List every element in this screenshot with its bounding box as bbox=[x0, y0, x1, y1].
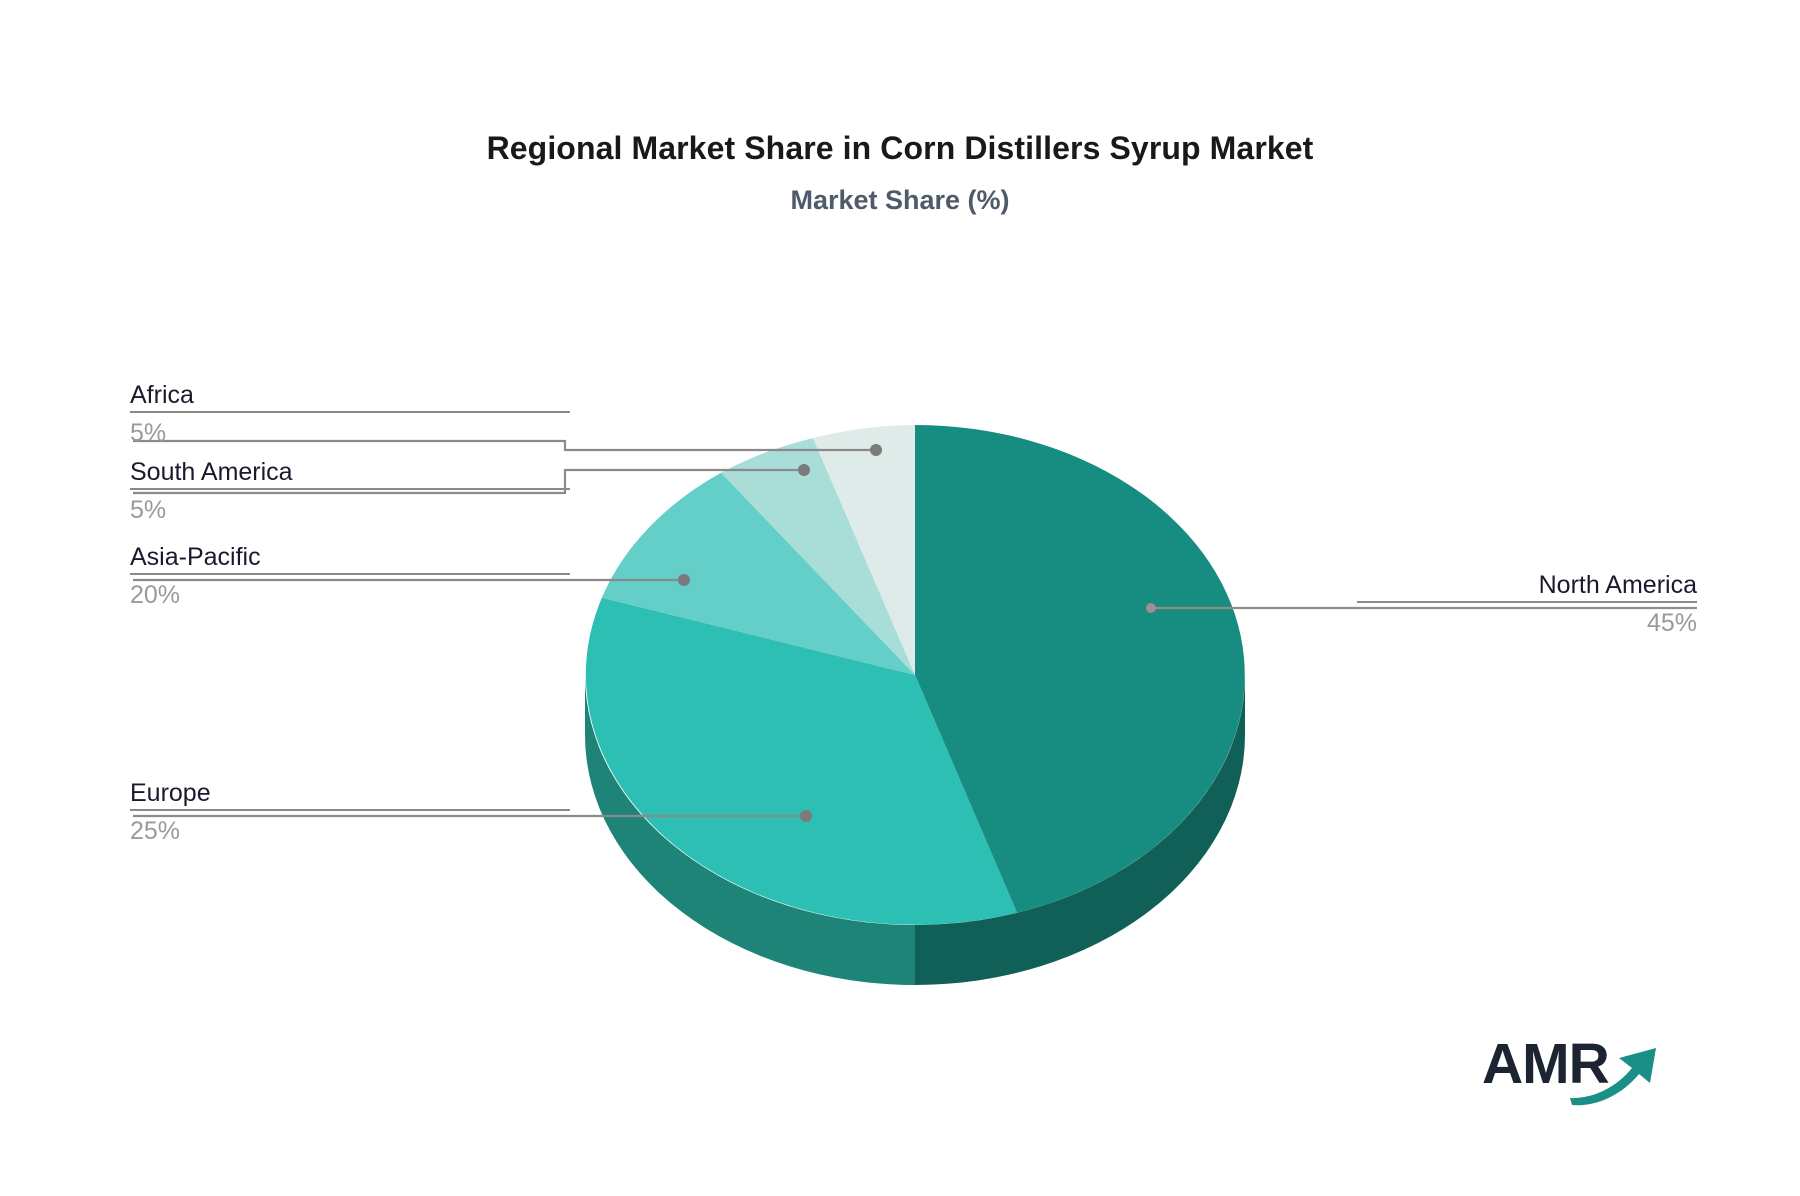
callout-asia-pacific[interactable]: Asia-Pacific 20% bbox=[130, 542, 570, 612]
growth-arrow-icon bbox=[1570, 1048, 1656, 1106]
leader-dot-asia-pacific bbox=[678, 574, 690, 586]
callout-africa[interactable]: Africa 5% bbox=[130, 380, 570, 450]
callout-label-south-america: South America bbox=[130, 458, 293, 486]
callout-north-america[interactable]: North America 45% bbox=[1357, 570, 1697, 640]
pie-side-europe bbox=[585, 675, 915, 985]
callout-south-america[interactable]: South America 5% bbox=[130, 457, 570, 527]
callout-rule-north-america bbox=[1357, 601, 1697, 603]
pie-slice-asia-pacific[interactable] bbox=[601, 472, 915, 675]
pie-slices-group bbox=[585, 425, 1245, 925]
pie-side-north-america bbox=[915, 675, 1245, 985]
callout-rule-europe bbox=[130, 809, 570, 811]
callout-europe[interactable]: Europe 25% bbox=[130, 778, 570, 848]
callout-value-asia-pacific: 20% bbox=[130, 581, 181, 609]
callout-rule-africa bbox=[130, 411, 570, 413]
leader-line-africa bbox=[133, 439, 875, 452]
callout-label-europe: Europe bbox=[130, 779, 211, 807]
pie-slice-europe[interactable] bbox=[585, 597, 1017, 925]
callout-value-north-america: 45% bbox=[1646, 609, 1697, 637]
leader-line-south-america bbox=[133, 468, 803, 495]
leader-dot-south-america bbox=[798, 464, 810, 476]
leader-lines-group bbox=[133, 439, 1697, 822]
leader-dot-north-america bbox=[1146, 603, 1156, 613]
chart-subtitle: Market Share (%) bbox=[790, 185, 1010, 215]
amr-logo-graphic: AMR bbox=[1482, 1032, 1656, 1106]
page-title: Regional Market Share in Corn Distillers… bbox=[486, 130, 1314, 166]
pie-slice-africa[interactable] bbox=[813, 425, 915, 675]
pie-slice-south-america[interactable] bbox=[721, 438, 915, 675]
callout-value-europe: 25% bbox=[130, 817, 181, 845]
amr-logo: AMR bbox=[1480, 1025, 1680, 1115]
callout-rule-asia-pacific bbox=[130, 573, 570, 575]
amr-logo-text: AMR bbox=[1482, 1032, 1609, 1096]
pie-depth-group bbox=[585, 675, 1245, 985]
callout-label-north-america: North America bbox=[1538, 571, 1697, 599]
callout-value-south-america: 5% bbox=[130, 496, 167, 524]
callout-label-asia-pacific: Asia-Pacific bbox=[130, 543, 261, 571]
pie-slice-north-america[interactable] bbox=[915, 425, 1245, 913]
callout-label-africa: Africa bbox=[130, 381, 194, 409]
leader-dot-africa bbox=[870, 444, 882, 456]
callout-value-africa: 5% bbox=[130, 419, 167, 447]
leader-dot-europe bbox=[800, 810, 812, 822]
callout-rule-south-america bbox=[130, 488, 570, 490]
